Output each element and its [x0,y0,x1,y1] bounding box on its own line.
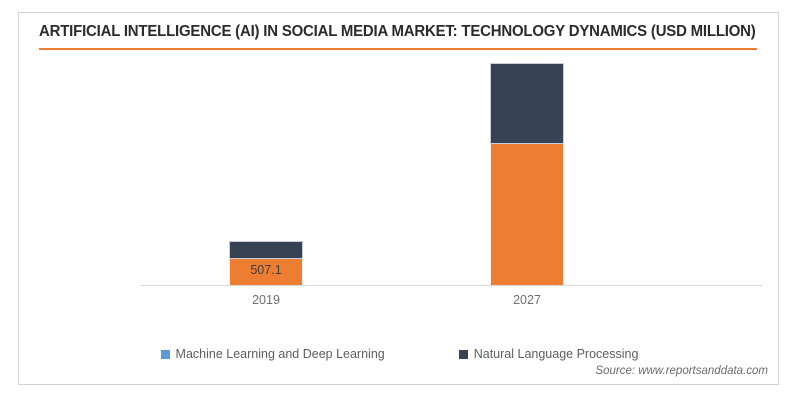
bar-segment-nlp-2019[interactable] [229,241,303,259]
bar-segment-nlp-2027[interactable] [490,63,564,144]
category-label-2027: 2027 [513,293,541,307]
bar-segment-ml-2019[interactable] [229,259,303,285]
plot-area: 507.1 2019 2027 Machine Learning and Dee… [19,13,780,386]
legend-swatch-icon-natural-language-processing [458,349,468,359]
legend-swatch-icon-machine-learning [160,349,170,359]
chart-title: ARTIFICIAL INTELLIGENCE (AI) IN SOCIAL M… [39,23,756,40]
title-underline-rule [39,48,757,50]
legend-item-natural-language-processing[interactable]: Natural Language Processing [458,347,639,361]
legend-label-machine-learning: Machine Learning and Deep Learning [175,347,385,361]
bar-column-2027[interactable] [490,63,564,285]
legend-label-natural-language-processing: Natural Language Processing [473,347,639,361]
title-block: ARTIFICIAL INTELLIGENCE (AI) IN SOCIAL M… [39,23,759,50]
source-attribution: Source: www.reportsanddata.com [595,365,768,377]
chart-legend: Machine Learning and Deep Learning Natur… [19,347,780,361]
category-label-2019: 2019 [252,293,280,307]
legend-item-machine-learning[interactable]: Machine Learning and Deep Learning [160,347,385,361]
bar-column-2019[interactable]: 507.1 [229,241,303,285]
bar-segment-ml-2027[interactable] [490,144,564,285]
bar-value-label-ml-2019: 507.1 [250,263,282,277]
chart-container: ARTIFICIAL INTELLIGENCE (AI) IN SOCIAL M… [18,12,779,385]
category-axis-baseline [140,285,762,286]
